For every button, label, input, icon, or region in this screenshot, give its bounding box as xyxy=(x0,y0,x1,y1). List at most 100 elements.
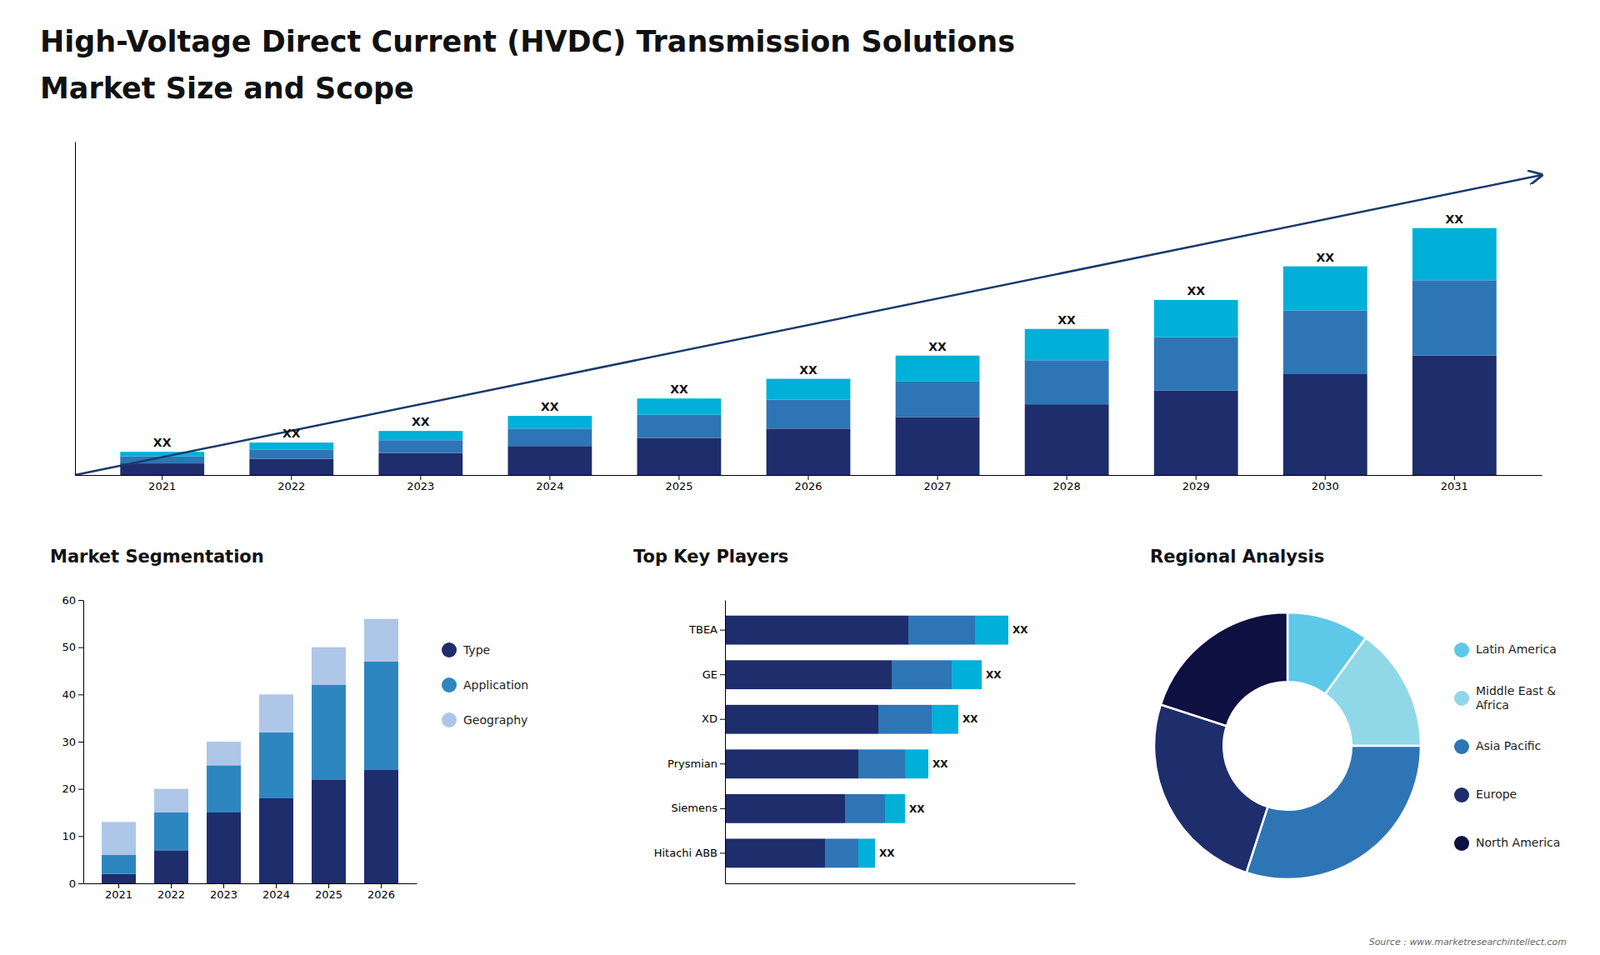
bar-segment xyxy=(1283,266,1368,311)
data-labels: XXXXXXXXXXXXXXXXXXXXXX xyxy=(153,212,1464,450)
bar-segment xyxy=(895,380,980,417)
tick-label: 2022 xyxy=(277,480,305,493)
tick-mark xyxy=(78,647,84,649)
bar-segment xyxy=(1412,228,1497,281)
legend-swatch xyxy=(1454,690,1470,706)
legend-item: Asia Pacific xyxy=(1454,739,1541,755)
data-label: XX xyxy=(909,803,925,815)
tick-label: 2022 xyxy=(157,888,185,901)
tick: 2021 xyxy=(148,475,176,493)
bar-segment xyxy=(725,794,845,824)
tick: 2025 xyxy=(665,475,693,493)
bar-segment xyxy=(311,647,346,685)
tick: 2026 xyxy=(794,475,822,493)
bar-segment xyxy=(249,442,334,450)
bar-segment xyxy=(378,453,463,475)
tick-mark xyxy=(720,674,725,675)
tick-mark xyxy=(1454,475,1455,480)
tick-mark xyxy=(78,741,84,743)
donut-slice xyxy=(1325,638,1421,746)
tick-label: 60 xyxy=(61,594,76,607)
tick-mark xyxy=(678,475,680,480)
bar-segment xyxy=(895,355,980,382)
tick-label: 50 xyxy=(61,640,76,654)
bar-segment xyxy=(637,398,722,415)
donut-slice xyxy=(1154,705,1268,874)
legend-label: Latin America xyxy=(1475,642,1557,656)
tick: Hitachi ABB xyxy=(654,846,725,860)
tick: 40 xyxy=(61,688,84,701)
legend-swatch xyxy=(1454,739,1470,755)
y-axis: TBEAGEXDPrysmianSiemensHitachi ABB xyxy=(654,600,726,885)
bar-segment xyxy=(259,694,294,732)
tick: 2027 xyxy=(924,475,952,493)
tick-label: 2023 xyxy=(210,888,238,901)
legend-swatch xyxy=(1454,787,1470,803)
data-label: XX xyxy=(962,713,979,725)
legend-item: Type xyxy=(441,642,490,658)
tick-label: 2031 xyxy=(1440,480,1469,493)
legend-item: Application xyxy=(441,677,529,693)
tick-label: 2027 xyxy=(924,480,952,493)
bar-segment xyxy=(637,415,722,439)
legend-item: Latin America xyxy=(1454,642,1557,658)
data-label: XX xyxy=(670,382,689,396)
tick-label: 2024 xyxy=(262,888,290,901)
tick: 2022 xyxy=(277,475,305,493)
axis-line xyxy=(84,883,418,885)
tick: 2024 xyxy=(535,475,564,493)
bar-segment xyxy=(507,445,592,475)
legend-item: Europe xyxy=(1454,787,1517,803)
bar-segment xyxy=(101,874,136,884)
legend-item: North America xyxy=(1454,835,1560,851)
tick-mark xyxy=(549,475,550,480)
tick: 2021 xyxy=(105,883,133,901)
bar-segment xyxy=(364,661,399,770)
donut-slice xyxy=(1160,612,1288,726)
tick: TBEA xyxy=(688,623,725,636)
tick-mark xyxy=(420,475,421,480)
tick-mark xyxy=(808,475,810,480)
bar-segment xyxy=(1412,355,1497,475)
tick-label: Prysmian xyxy=(667,757,718,770)
tick-mark xyxy=(380,883,382,889)
bar-segment xyxy=(766,400,851,430)
legend: Type Application Geography xyxy=(441,642,529,728)
tick: Prysmian xyxy=(667,757,725,770)
bar-segment xyxy=(725,749,859,779)
axis-line xyxy=(83,600,85,885)
bar-segment xyxy=(858,838,875,868)
tick-mark xyxy=(1195,475,1197,480)
bar-series xyxy=(101,770,399,884)
tick-label: 10 xyxy=(61,830,76,843)
data-label: XX xyxy=(1186,284,1205,298)
bar-segment xyxy=(637,437,722,475)
bar-segment xyxy=(1412,280,1497,355)
tick-label: 2021 xyxy=(105,888,133,901)
bar-segment xyxy=(101,821,136,855)
bar-segment xyxy=(101,855,136,875)
tick-mark xyxy=(161,475,163,480)
plot-area xyxy=(120,228,1496,475)
data-label: XX xyxy=(1057,313,1076,327)
tick: 2023 xyxy=(210,883,238,901)
source-note: Source : www.marketresearchintellect.com xyxy=(1369,936,1567,948)
bar-segment xyxy=(1025,329,1110,361)
tick-label: Hitachi ABB xyxy=(654,846,718,860)
bar-series xyxy=(101,661,399,875)
bar-series xyxy=(120,228,1496,457)
data-label: XX xyxy=(985,669,1002,681)
bar-segment xyxy=(878,705,932,735)
bar-segment xyxy=(975,615,1009,645)
bar-segment xyxy=(891,660,952,690)
bar-segment xyxy=(725,838,825,868)
tick-mark xyxy=(78,883,84,885)
bar-segment xyxy=(259,798,294,884)
tick-label: 0 xyxy=(69,877,76,890)
tick: 2031 xyxy=(1440,475,1469,493)
legend-swatch xyxy=(1454,642,1470,658)
tick-mark xyxy=(78,789,84,790)
legend-item: Geography xyxy=(441,712,528,728)
bar-series xyxy=(101,619,399,855)
tick-mark xyxy=(290,475,292,480)
